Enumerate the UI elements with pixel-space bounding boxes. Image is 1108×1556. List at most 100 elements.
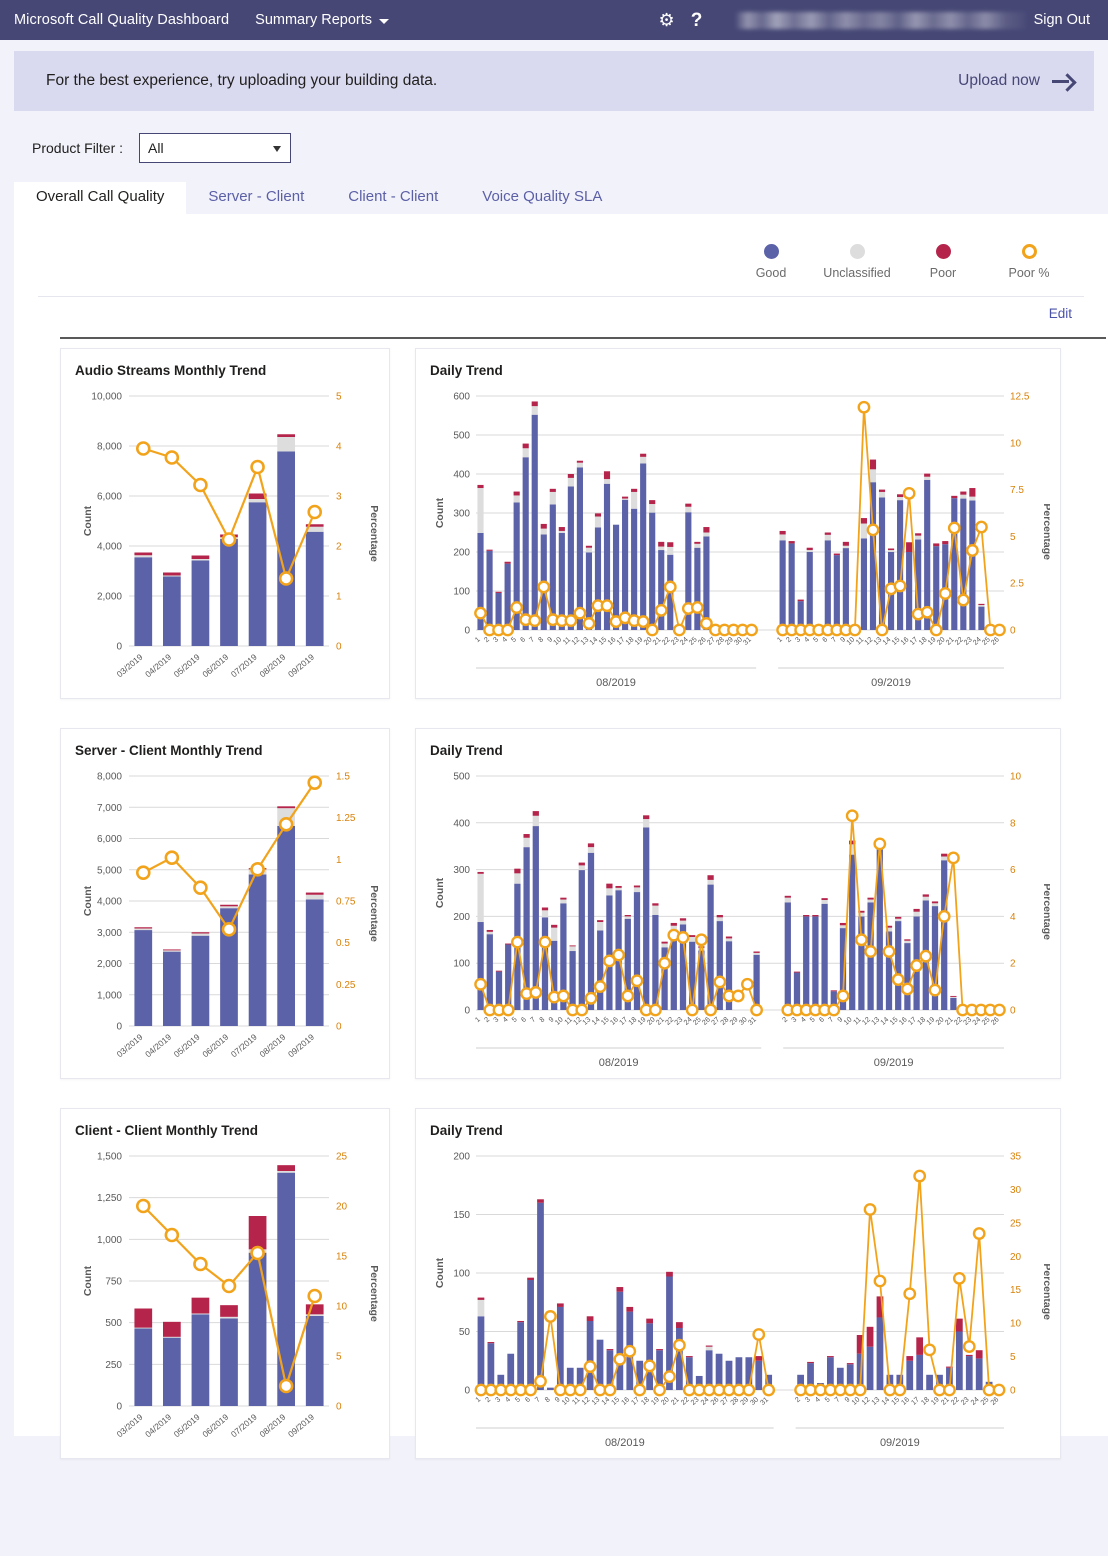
svg-text:15: 15 <box>1010 1285 1022 1296</box>
svg-text:Count: Count <box>82 1265 94 1296</box>
svg-text:Percentage: Percentage <box>1041 1263 1050 1320</box>
svg-text:12.5: 12.5 <box>1010 392 1030 403</box>
svg-text:15: 15 <box>336 1252 348 1263</box>
chart-client-client-daily-trend[interactable]: 0 50 100 150 200 0 5 10 15 20 25 30 35 1 2 3 4 5 6 7 8 9 10 11 1… <box>430 1144 1050 1462</box>
svg-text:07/2019: 07/2019 <box>229 1412 259 1440</box>
svg-text:16: 16 <box>897 1015 909 1027</box>
report-tabs: Overall Call Quality Server - Client Cli… <box>14 180 1108 214</box>
svg-text:07/2019: 07/2019 <box>229 652 259 680</box>
svg-text:18: 18 <box>639 1395 651 1407</box>
svg-text:10: 10 <box>1010 438 1022 449</box>
svg-text:17: 17 <box>629 1395 641 1407</box>
upload-now-link[interactable]: Upload now <box>958 72 1074 90</box>
legend-item-poor-pct[interactable]: Poor % <box>986 244 1072 280</box>
svg-text:0: 0 <box>1010 1006 1016 1017</box>
settings-button[interactable]: ⚙ <box>652 5 682 35</box>
svg-text:12: 12 <box>862 635 874 647</box>
svg-text:28: 28 <box>718 1015 730 1027</box>
sign-out-button[interactable]: Sign Out <box>1033 12 1090 28</box>
svg-text:6: 6 <box>817 1015 826 1024</box>
svg-text:5: 5 <box>1010 532 1016 543</box>
svg-text:Percentage: Percentage <box>1041 883 1050 940</box>
svg-text:22: 22 <box>679 1395 691 1407</box>
card-audio-streams-daily-trend: Daily Trend 0 100 200 300 400 500 600 0 2.5 5 7.5 1… <box>415 348 1061 699</box>
card-title: Audio Streams Monthly Trend <box>75 363 267 378</box>
card-title: Client - Client Monthly Trend <box>75 1123 258 1138</box>
svg-text:11: 11 <box>851 1015 863 1027</box>
svg-text:10: 10 <box>850 1395 862 1407</box>
gear-icon: ⚙ <box>658 10 675 30</box>
svg-text:06/2019: 06/2019 <box>200 652 230 680</box>
svg-text:2: 2 <box>483 1395 492 1404</box>
svg-text:18: 18 <box>626 1015 638 1027</box>
svg-text:09/2019: 09/2019 <box>286 1412 316 1440</box>
svg-text:1.25: 1.25 <box>336 813 356 824</box>
svg-text:25: 25 <box>336 1152 348 1163</box>
chart-audio-streams-monthly-trend[interactable]: 0 2,000 4,000 6,000 8,000 10,000 0 1 2 3 4 5 03/2019… <box>75 384 379 702</box>
svg-text:5: 5 <box>510 1015 519 1024</box>
legend-item-unclassified[interactable]: Unclassified <box>814 244 900 280</box>
svg-text:22: 22 <box>952 1015 964 1027</box>
tab-server-client[interactable]: Server - Client <box>208 188 305 205</box>
svg-text:26: 26 <box>708 1395 720 1407</box>
tab-voice-quality-sla[interactable]: Voice Quality SLA <box>482 188 603 205</box>
upload-now-label: Upload now <box>958 72 1040 89</box>
chart-row-2: Server - Client Monthly Trend 0 1,000 2,00… <box>60 719 1084 1079</box>
svg-text:600: 600 <box>453 392 470 403</box>
svg-text:19: 19 <box>929 1395 941 1407</box>
svg-text:9: 9 <box>838 635 847 644</box>
svg-text:0: 0 <box>464 1006 470 1017</box>
help-button[interactable]: ? <box>682 5 712 35</box>
tab-client-client[interactable]: Client - Client <box>348 188 439 205</box>
svg-text:08/2019: 08/2019 <box>605 1437 645 1449</box>
svg-text:26: 26 <box>700 1015 712 1027</box>
edit-link[interactable]: Edit <box>1048 306 1072 321</box>
svg-text:4: 4 <box>501 1015 510 1024</box>
chart-client-client-monthly-trend[interactable]: 0 250 500 750 1,000 1,250 1,500 0 5 10 15 20 25 03/20… <box>75 1144 379 1462</box>
chart-server-client-daily-trend[interactable]: 0 100 200 300 400 500 0 2 4 6 8 10 1 2 3 4 5 6 7 8 9 10 11 12 13… <box>430 764 1050 1082</box>
svg-text:22: 22 <box>949 1395 961 1407</box>
chart-server-client-monthly-trend[interactable]: 0 1,000 2,000 3,000 4,000 5,000 6,000 7,000 8,00… <box>75 764 379 1082</box>
svg-text:4: 4 <box>1010 912 1016 923</box>
svg-text:30: 30 <box>748 1395 760 1407</box>
svg-text:10: 10 <box>553 1015 565 1027</box>
svg-text:16: 16 <box>619 1395 631 1407</box>
svg-text:2: 2 <box>336 542 342 553</box>
svg-text:05/2019: 05/2019 <box>172 652 202 680</box>
svg-text:2: 2 <box>793 1395 802 1404</box>
product-filter-select[interactable]: All <box>139 133 292 163</box>
svg-text:15: 15 <box>609 1395 621 1407</box>
svg-text:31: 31 <box>741 635 753 647</box>
svg-text:17: 17 <box>908 635 920 647</box>
svg-text:18: 18 <box>917 635 929 647</box>
legend-item-poor[interactable]: Poor <box>900 244 986 280</box>
svg-text:4: 4 <box>813 1395 822 1404</box>
nav-summary-reports[interactable]: Summary Reports <box>255 12 389 28</box>
app-brand-title: Microsoft Call Quality Dashboard <box>14 12 230 28</box>
svg-text:24: 24 <box>971 635 983 647</box>
svg-text:17: 17 <box>906 1015 918 1027</box>
svg-text:10: 10 <box>551 635 563 647</box>
svg-text:1,250: 1,250 <box>97 1193 122 1204</box>
svg-text:7: 7 <box>528 1015 537 1024</box>
upload-building-data-banner: For the best experience, try uploading y… <box>14 51 1094 111</box>
svg-text:4: 4 <box>500 635 509 644</box>
svg-text:03/2019: 03/2019 <box>115 1412 145 1440</box>
svg-text:16: 16 <box>605 635 617 647</box>
svg-text:13: 13 <box>589 1395 601 1407</box>
svg-text:2: 2 <box>780 1015 789 1024</box>
svg-text:30: 30 <box>737 1015 749 1027</box>
legend-item-good[interactable]: Good <box>728 244 814 280</box>
svg-text:8: 8 <box>537 1015 546 1024</box>
svg-text:13: 13 <box>869 1395 881 1407</box>
tab-overall-call-quality[interactable]: Overall Call Quality <box>14 182 187 214</box>
svg-text:750: 750 <box>105 1277 122 1288</box>
svg-text:7: 7 <box>826 1015 835 1024</box>
svg-text:7: 7 <box>533 1395 542 1404</box>
svg-text:09/2019: 09/2019 <box>880 1437 920 1449</box>
svg-text:8,000: 8,000 <box>97 772 122 783</box>
svg-text:19: 19 <box>924 1015 936 1027</box>
svg-text:23: 23 <box>961 1015 973 1027</box>
legend-label-unclassified: Unclassified <box>823 266 891 280</box>
chart-audio-streams-daily-trend[interactable]: 0 100 200 300 400 500 600 0 2.5 5 7.5 10 12.5 1 2 3 4 5 6 7… <box>430 384 1050 702</box>
